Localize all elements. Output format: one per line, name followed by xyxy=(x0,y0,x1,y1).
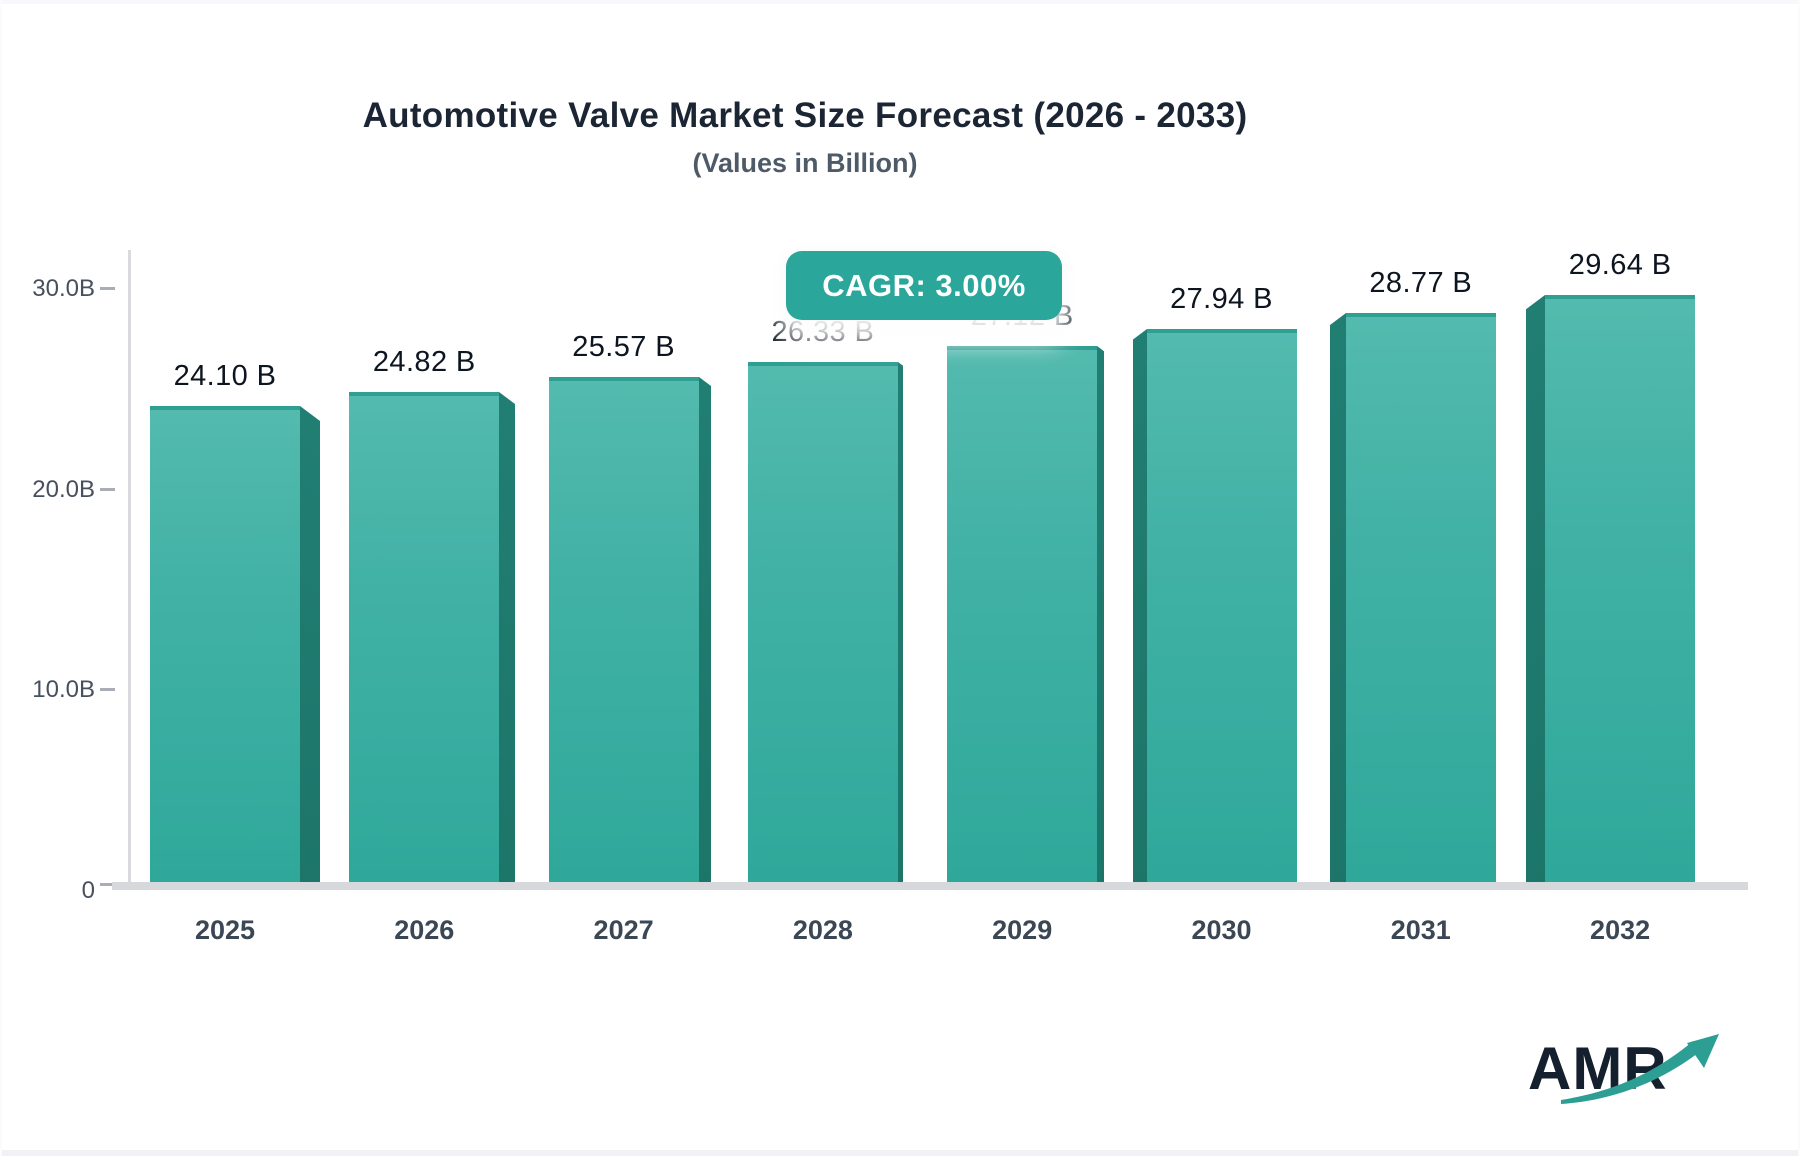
bar-2029 xyxy=(947,346,1105,890)
bar-front-face xyxy=(1146,329,1297,890)
bottom-edge-strip xyxy=(0,1150,1800,1156)
bar-side-face xyxy=(1526,295,1546,890)
amr-logo-text: AMR xyxy=(1528,1035,1668,1102)
bar-2030 xyxy=(1132,329,1297,890)
y-tick-label: 30.0B xyxy=(32,275,95,302)
bar-side-face xyxy=(897,362,903,890)
bar-front-face xyxy=(349,392,500,890)
bar-front-face xyxy=(1345,313,1496,890)
y-tick-label: 10.0B xyxy=(32,676,95,703)
y-tick-dash xyxy=(100,688,115,691)
bar-side-face xyxy=(1132,329,1147,890)
chart-title: Automotive Valve Market Size Forecast (2… xyxy=(362,96,1248,135)
y-axis-line xyxy=(128,250,131,890)
x-axis-baseline xyxy=(112,882,1748,890)
y-tick-dash xyxy=(100,488,115,491)
bar-value-label: 27.94 B xyxy=(1170,283,1273,315)
bar-value-label: 24.82 B xyxy=(372,346,476,378)
bar-side-face xyxy=(300,406,320,890)
chart-subtitle: (Values in Billion) xyxy=(692,148,918,178)
left-edge-strip xyxy=(0,0,2,1156)
x-axis-label: 2025 xyxy=(194,915,256,945)
cagr-badge: CAGR: 3.00% xyxy=(786,251,1062,320)
amr-logo: AMR xyxy=(1516,1022,1766,1117)
right-edge-strip xyxy=(1798,0,1800,1156)
x-axis-label: 2027 xyxy=(593,915,654,945)
x-axis-label: 2030 xyxy=(1191,915,1252,945)
bar-side-face xyxy=(698,377,711,890)
y-tick-label: 20.0B xyxy=(32,476,95,503)
y-tick-dash xyxy=(100,287,115,290)
bar-2031 xyxy=(1329,313,1496,890)
bar-value-label: 28.77 B xyxy=(1369,267,1473,299)
bar-2026 xyxy=(349,392,516,890)
bar-side-face xyxy=(1329,313,1346,890)
x-axis-label: 2031 xyxy=(1390,915,1451,945)
x-axis-label: 2032 xyxy=(1590,915,1651,945)
bar-2028 xyxy=(747,362,903,890)
y-tick-label: 0 xyxy=(81,877,95,904)
bar-2027 xyxy=(548,377,711,890)
bar-value-label: 24.10 B xyxy=(173,360,277,392)
bar-value-label: 25.57 B xyxy=(572,331,675,363)
bar-front-face xyxy=(150,406,300,890)
bar-side-face xyxy=(499,392,516,890)
bar-2025 xyxy=(150,406,320,890)
bar-2032 xyxy=(1526,295,1696,890)
top-edge-strip xyxy=(0,0,1800,4)
y-tick-dash xyxy=(100,883,115,886)
bar-front-face xyxy=(747,362,898,890)
amr-logo-arrow-icon xyxy=(1561,1034,1719,1104)
x-axis-label: 2026 xyxy=(394,915,455,945)
bar-side-face xyxy=(1097,346,1105,890)
bar-front-face xyxy=(947,346,1098,890)
bar-front-face xyxy=(1545,295,1696,890)
x-axis-label: 2028 xyxy=(792,915,853,945)
bar-front-face xyxy=(548,377,699,890)
bar-value-label: 26.33 B xyxy=(771,316,875,348)
bar-value-label: 29.64 B xyxy=(1568,249,1672,281)
x-axis-label: 2029 xyxy=(992,915,1053,945)
